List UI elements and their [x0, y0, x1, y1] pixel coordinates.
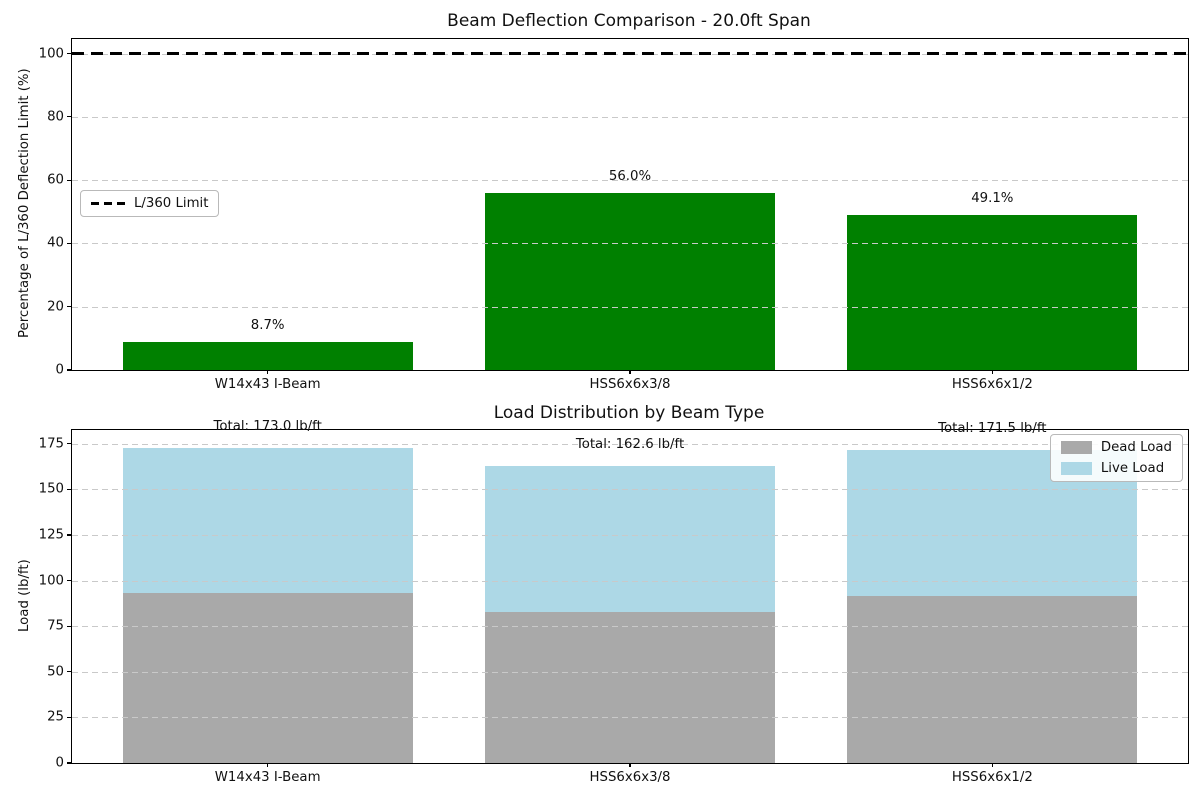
y-tick-mark	[67, 443, 71, 445]
dashed-limit-line-icon	[91, 202, 125, 205]
y-tick-label: 25	[47, 709, 64, 725]
y-tick-mark	[67, 242, 71, 244]
y-tick-mark	[67, 671, 71, 673]
load-chart-axes: Dead Load Live Load 0 25 50 75 100 125 150 175 W…	[39, 419, 1189, 785]
gridline-y125	[72, 535, 1188, 537]
bar-live-load-1	[122, 447, 413, 594]
y-tick-label: 100	[38, 46, 64, 62]
x-tick-label: W14x43 I-Beam	[214, 377, 321, 392]
bar-value-label: Total: 173.0 lb/ft	[213, 418, 322, 434]
bar-value-label: Total: 171.5 lb/ft	[938, 421, 1047, 437]
x-tick-label: HSS6x6x1/2	[951, 377, 1033, 392]
y-tick-label: 80	[47, 109, 64, 125]
bar-dead-load-1	[122, 593, 413, 763]
gridline-y80	[72, 116, 1188, 118]
y-tick-label: 50	[47, 664, 64, 680]
load-chart-legend: Dead Load Live Load	[1049, 434, 1183, 482]
x-tick-label: HSS6x6x1/2	[951, 770, 1033, 785]
y-tick-mark	[67, 534, 71, 536]
y-tick-label: 175	[38, 436, 64, 452]
y-tick-mark	[67, 716, 71, 718]
bar-value-label: Total: 162.6 lb/ft	[575, 437, 685, 453]
deflection-chart-axes: L/360 Limit 0 20 40 60 80 100 W14x43 I-Beam HSS…	[39, 38, 1189, 392]
x-tick-label: HSS6x6x3/8	[589, 770, 671, 785]
bar-value-1	[122, 342, 413, 370]
y-tick-mark	[67, 580, 71, 582]
deflection-y-axis-label: Percentage of L/360 Deflection Limit (%)	[17, 68, 32, 339]
bar-live-load-2	[485, 466, 775, 613]
y-tick-label: 20	[47, 299, 64, 315]
x-tick-label: HSS6x6x3/8	[589, 377, 671, 392]
y-tick-label: 125	[38, 527, 64, 543]
y-tick-mark	[67, 762, 71, 764]
y-tick-mark	[67, 306, 71, 308]
x-tick-mark	[267, 763, 269, 767]
gridline-y40	[72, 243, 1188, 245]
x-tick-mark	[991, 370, 993, 374]
y-tick-label: 0	[55, 755, 64, 771]
y-tick-label: 60	[47, 172, 64, 188]
l360-limit-line	[72, 52, 1188, 55]
live-load-swatch-icon	[1060, 462, 1092, 475]
gridline-y50	[72, 671, 1188, 673]
gridline-y75	[72, 626, 1188, 628]
y-tick-mark	[67, 52, 71, 55]
x-tick-mark	[991, 763, 993, 767]
bar-value-label: 8.7%	[250, 318, 285, 334]
bar-value-label: 49.1%	[971, 190, 1014, 206]
legend-label-l360-limit: L/360 Limit	[134, 196, 209, 211]
bar-value-2	[485, 192, 775, 370]
bar-dead-load-2	[485, 612, 775, 763]
x-tick-mark	[629, 370, 631, 374]
gridline-y20	[72, 306, 1188, 308]
legend-item-dead-load: Dead Load	[1060, 440, 1172, 455]
gridline-y150	[72, 489, 1188, 491]
y-tick-mark	[67, 488, 71, 491]
y-tick-mark	[67, 179, 71, 181]
y-tick-label: 40	[47, 235, 64, 251]
dead-load-swatch-icon	[1060, 441, 1092, 454]
bar-value-3	[847, 214, 1138, 370]
y-tick-mark	[67, 369, 71, 371]
x-tick-label: W14x43 I-Beam	[214, 770, 321, 785]
gridline-y100	[72, 580, 1188, 582]
gridline-y175	[72, 443, 1188, 445]
x-tick-mark	[267, 370, 269, 374]
bar-value-label: 56.0%	[608, 168, 652, 184]
y-tick-label: 75	[47, 618, 64, 634]
legend-item-live-load: Live Load	[1060, 461, 1172, 476]
legend-item-l360-limit: L/360 Limit	[91, 196, 208, 211]
y-tick-label: 150	[38, 481, 64, 497]
gridline-y25	[72, 717, 1188, 719]
legend-label-dead-load: Dead Load	[1100, 440, 1172, 455]
y-tick-mark	[67, 116, 71, 118]
y-tick-label: 0	[55, 362, 64, 378]
bar-dead-load-3	[847, 596, 1138, 763]
y-tick-label: 100	[38, 573, 64, 589]
gridline-y60	[72, 180, 1188, 182]
deflection-chart-legend: L/360 Limit	[80, 190, 220, 217]
legend-label-live-load: Live Load	[1100, 461, 1165, 476]
deflection-chart-title: Beam Deflection Comparison - 20.0ft Span	[447, 11, 811, 31]
x-tick-mark	[629, 763, 631, 767]
y-tick-mark	[67, 625, 71, 627]
load-chart-title: Load Distribution by Beam Type	[493, 403, 765, 423]
